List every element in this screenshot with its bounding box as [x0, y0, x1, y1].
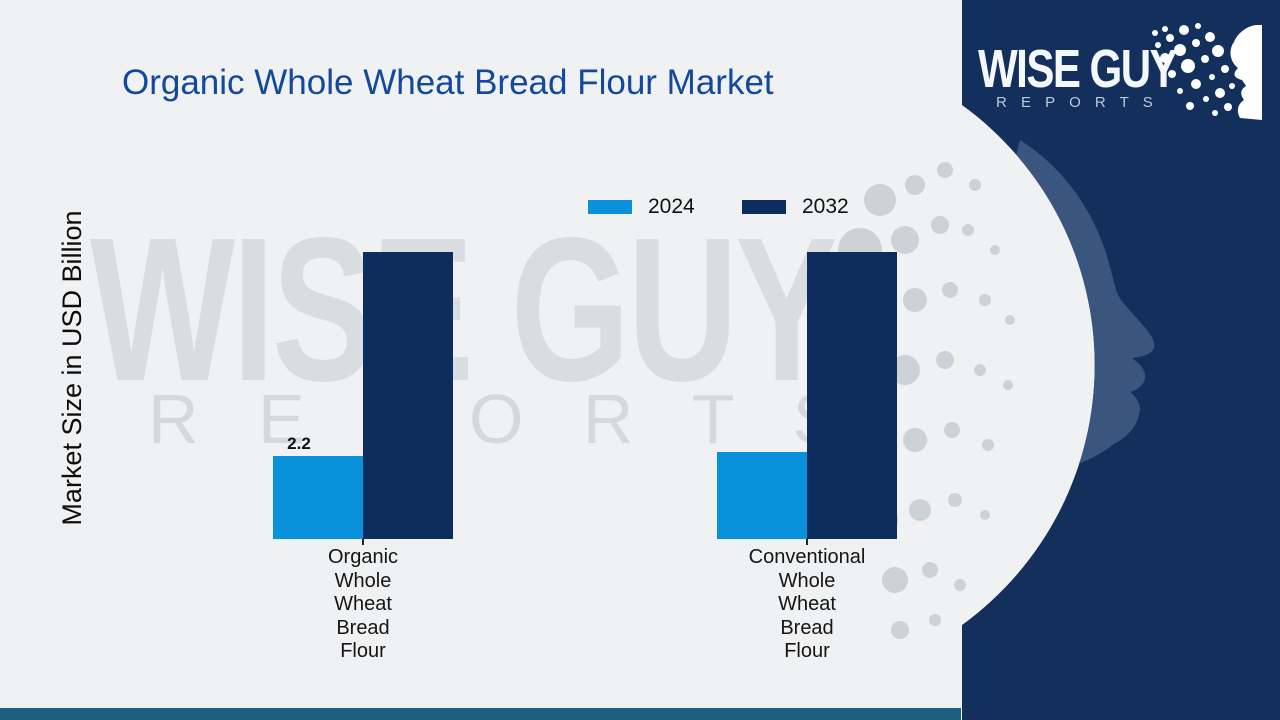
bar-value-label: 2.2	[287, 434, 311, 453]
logo-line2: R E P O R T S	[996, 94, 1158, 111]
bar-2024-category-0	[273, 456, 363, 539]
legend-label-2032: 2032	[802, 195, 849, 218]
wiseguy-logo: WISE GUY R E P O R T S	[978, 23, 1262, 120]
page-title: Organic Whole Wheat Bread Flour Market	[122, 63, 774, 103]
watermark-line1: WISE GUY	[90, 196, 835, 425]
x-axis-tick	[806, 539, 808, 545]
legend-label-2024: 2024	[648, 195, 695, 218]
bar-2024-category-1	[717, 452, 807, 539]
logo-face-profile-icon	[1230, 25, 1262, 120]
logo-line1: WISE GUY	[978, 39, 1177, 99]
bar-2032-category-1	[807, 252, 897, 539]
bar-2032-category-0	[363, 252, 453, 539]
legend-item-2032: 2032	[742, 195, 849, 218]
legend-item-2024: 2024	[588, 195, 695, 218]
legend-swatch-2024	[588, 200, 632, 214]
legend-swatch-2032	[742, 200, 786, 214]
logo-dot-face-icon	[1152, 23, 1262, 120]
footer-teal-strip	[0, 708, 961, 720]
watermark-text: WISE GUY R E P O R T S	[90, 196, 859, 458]
category-label: Organic Whole Wheat Bread Flour	[327, 546, 399, 662]
category-label: Conventional Whole Wheat Bread Flour	[748, 546, 866, 662]
x-axis-tick	[362, 539, 364, 545]
watermark-line2: R E P O R T S	[148, 380, 859, 458]
